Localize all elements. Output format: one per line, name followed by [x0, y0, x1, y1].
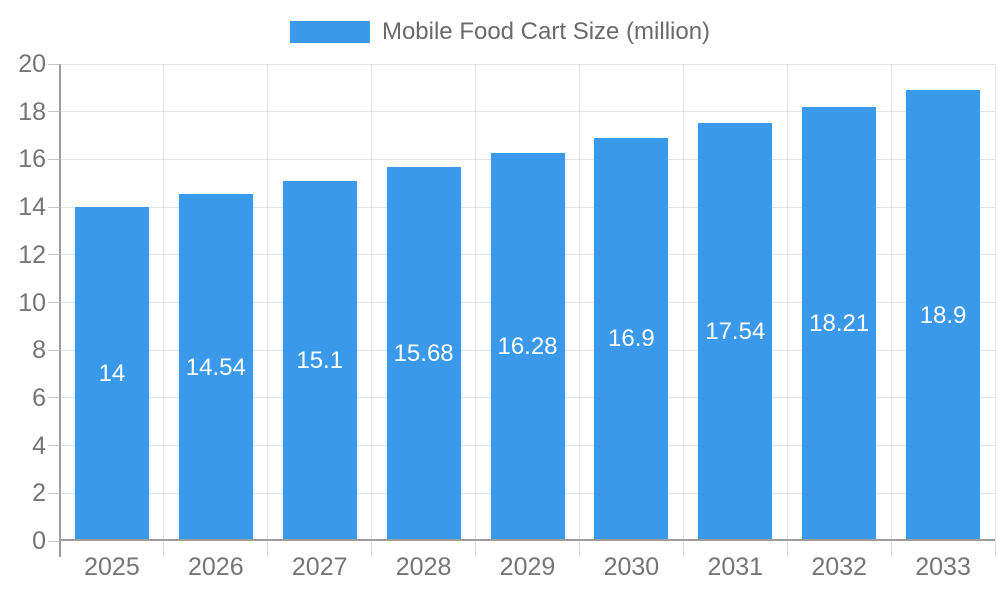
bar-value-label: 16.9 [608, 325, 655, 353]
h-gridline [60, 63, 995, 65]
y-tick-mark [48, 158, 60, 160]
y-tick-mark [48, 206, 60, 208]
y-tick-mark [48, 492, 60, 494]
bar-2026[interactable]: 14.54 [178, 194, 253, 541]
x-tick-mark [267, 541, 269, 557]
bar-2033[interactable]: 18.9 [906, 90, 981, 541]
v-gridline [994, 64, 996, 541]
bar-2032[interactable]: 18.21 [802, 106, 877, 541]
x-tick-mark [163, 541, 165, 557]
y-axis-line [59, 64, 61, 557]
x-tick-mark [578, 541, 580, 557]
y-tick-mark [48, 540, 60, 542]
v-gridline [578, 64, 580, 541]
y-axis-tick-label: 20 [18, 50, 46, 78]
v-gridline [475, 64, 477, 541]
x-tick-mark [682, 541, 684, 557]
y-tick-mark [48, 254, 60, 256]
bar-2025[interactable]: 14 [74, 207, 149, 541]
v-gridline [682, 64, 684, 541]
bar-2031[interactable]: 17.54 [698, 122, 773, 541]
y-tick-mark [48, 397, 60, 399]
v-gridline [786, 64, 788, 541]
bar-value-label: 18.9 [919, 301, 967, 329]
legend[interactable]: Mobile Food Cart Size (million) [289, 18, 711, 46]
y-axis-tick-label: 4 [32, 431, 46, 460]
bar-2030[interactable]: 16.9 [594, 137, 669, 541]
bar-value-label: 16.28 [497, 332, 558, 360]
bar-2027[interactable]: 15.1 [282, 180, 357, 541]
x-tick-mark [786, 541, 788, 557]
bar-2028[interactable]: 15.68 [386, 167, 461, 541]
bar-value-label: 15.68 [393, 340, 454, 368]
y-axis-tick-label: 18 [18, 97, 46, 126]
x-tick-mark [994, 541, 996, 557]
x-axis-tick-label: 2031 [707, 553, 764, 581]
bars-layer: 14 14.54 15.1 15.68 16.28 16.9 17.54 18.21 18.9 [60, 64, 995, 541]
y-tick-mark [48, 63, 60, 65]
tickmarks-layer [48, 63, 996, 557]
x-axis-tick-label: 2029 [499, 553, 556, 581]
x-axis-tick-label: 2025 [84, 553, 140, 581]
y-tick-mark [48, 445, 60, 447]
y-axis-tick-label: 16 [18, 145, 46, 174]
v-gridline [371, 64, 373, 541]
legend-swatch [289, 21, 370, 43]
x-axis-tick-label: 2027 [291, 553, 348, 581]
bar-2029[interactable]: 16.28 [490, 152, 565, 541]
h-gridline [60, 111, 995, 113]
x-tick-mark [371, 541, 373, 557]
x-axis-tick-label: 2030 [603, 553, 660, 581]
y-tick-mark [48, 302, 60, 303]
bar-value-label: 14 [98, 360, 126, 388]
plot-area: 14 14.54 15.1 15.68 16.28 16.9 17.54 18.21 18.9 [48, 63, 996, 557]
bar-value-label: 18.21 [809, 309, 870, 337]
y-tick-mark [48, 111, 60, 113]
bar-value-label: 15.1 [296, 346, 344, 374]
y-axis-tick-label: 8 [32, 336, 46, 365]
legend-label: Mobile Food Cart Size (million) [381, 18, 711, 45]
y-axis-tick-label: 6 [32, 383, 46, 412]
y-axis-tick-label: 10 [18, 288, 46, 317]
v-gridline [890, 64, 892, 541]
y-axis-tick-label: 14 [18, 193, 46, 222]
x-axis-tick-label: 2026 [188, 553, 244, 581]
x-axis-line [59, 539, 995, 541]
v-gridline [267, 64, 269, 541]
bar-value-label: 14.54 [185, 353, 246, 381]
x-axis-tick-label: 2028 [395, 553, 452, 581]
y-axis-tick-label: 2 [32, 479, 46, 508]
y-tick-mark [48, 349, 60, 351]
x-axis-tick-label: 2033 [915, 553, 971, 581]
x-axis-tick-label: 2032 [811, 553, 867, 581]
y-axis-tick-label: 12 [18, 240, 46, 269]
x-tick-mark [475, 541, 477, 557]
v-gridline [163, 64, 165, 541]
y-axis-tick-label: 0 [32, 527, 46, 555]
bar-value-label: 17.54 [705, 317, 766, 345]
x-tick-mark [890, 541, 892, 557]
